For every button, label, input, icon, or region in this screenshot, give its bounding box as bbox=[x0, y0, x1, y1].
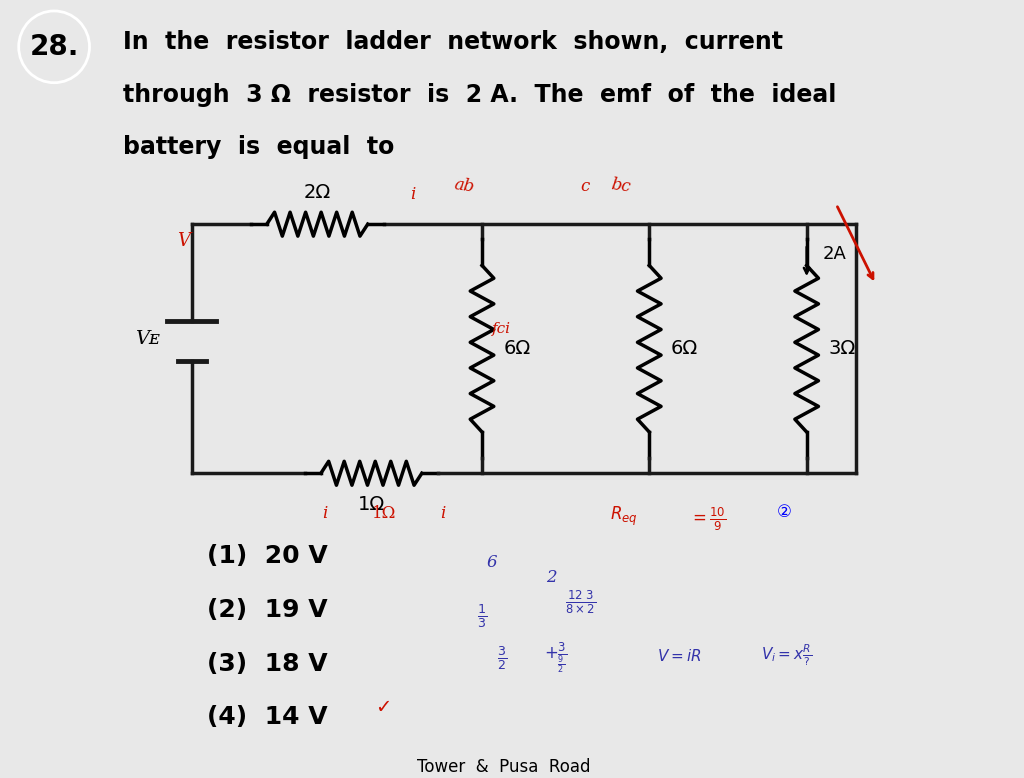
Text: $= \frac{10}{9}$: $= \frac{10}{9}$ bbox=[688, 505, 726, 533]
Text: $V=iR$: $V=iR$ bbox=[656, 647, 701, 664]
Text: $R_{eq}$: $R_{eq}$ bbox=[610, 505, 638, 528]
Text: $V_i = x\frac{R}{?}$: $V_i = x\frac{R}{?}$ bbox=[762, 643, 812, 668]
Text: (4)  14 V: (4) 14 V bbox=[207, 706, 328, 729]
Text: $\frac{12\ 3}{8 \times 2}$: $\frac{12\ 3}{8 \times 2}$ bbox=[565, 589, 596, 616]
Text: V: V bbox=[177, 232, 190, 251]
Text: Tower  &  Pusa  Road: Tower & Pusa Road bbox=[417, 759, 591, 776]
Text: 2: 2 bbox=[546, 569, 556, 587]
Text: 1Ω: 1Ω bbox=[357, 495, 385, 514]
Text: (3)  18 V: (3) 18 V bbox=[207, 651, 328, 675]
Text: $\frac{3}{2}$: $\frac{3}{2}$ bbox=[497, 643, 507, 671]
Text: 2A: 2A bbox=[822, 245, 846, 263]
Text: 1Ω: 1Ω bbox=[372, 505, 396, 522]
Text: In  the  resistor  ladder  network  shown,  current: In the resistor ladder network shown, cu… bbox=[123, 30, 783, 54]
Text: $\frac{1}{3}$: $\frac{1}{3}$ bbox=[477, 602, 487, 629]
Text: c: c bbox=[581, 178, 590, 194]
Text: ab: ab bbox=[453, 177, 475, 196]
Text: 28.: 28. bbox=[30, 33, 79, 61]
Text: ✓: ✓ bbox=[376, 698, 392, 717]
Text: 3Ω: 3Ω bbox=[828, 339, 856, 358]
Text: (2)  19 V: (2) 19 V bbox=[207, 598, 328, 622]
Text: Vᴇ: Vᴇ bbox=[135, 330, 160, 348]
Text: through  3 Ω  resistor  is  2 A.  The  emf  of  the  ideal: through 3 Ω resistor is 2 A. The emf of … bbox=[123, 82, 837, 107]
Text: 2Ω: 2Ω bbox=[304, 184, 331, 202]
Text: battery  is  equal  to: battery is equal to bbox=[123, 135, 394, 159]
Text: (1)  20 V: (1) 20 V bbox=[207, 544, 328, 568]
Text: ②: ② bbox=[777, 503, 792, 521]
Text: 6Ω: 6Ω bbox=[671, 339, 698, 358]
Text: 6: 6 bbox=[486, 555, 498, 571]
Text: fci: fci bbox=[493, 322, 511, 336]
Text: 6Ω: 6Ω bbox=[504, 339, 530, 358]
Text: i: i bbox=[411, 186, 416, 203]
Text: i: i bbox=[322, 505, 328, 522]
Text: $+ \frac{3}{\frac{9}{2}}$: $+ \frac{3}{\frac{9}{2}}$ bbox=[544, 640, 567, 675]
Text: bc: bc bbox=[610, 177, 632, 196]
Text: i: i bbox=[440, 505, 445, 522]
